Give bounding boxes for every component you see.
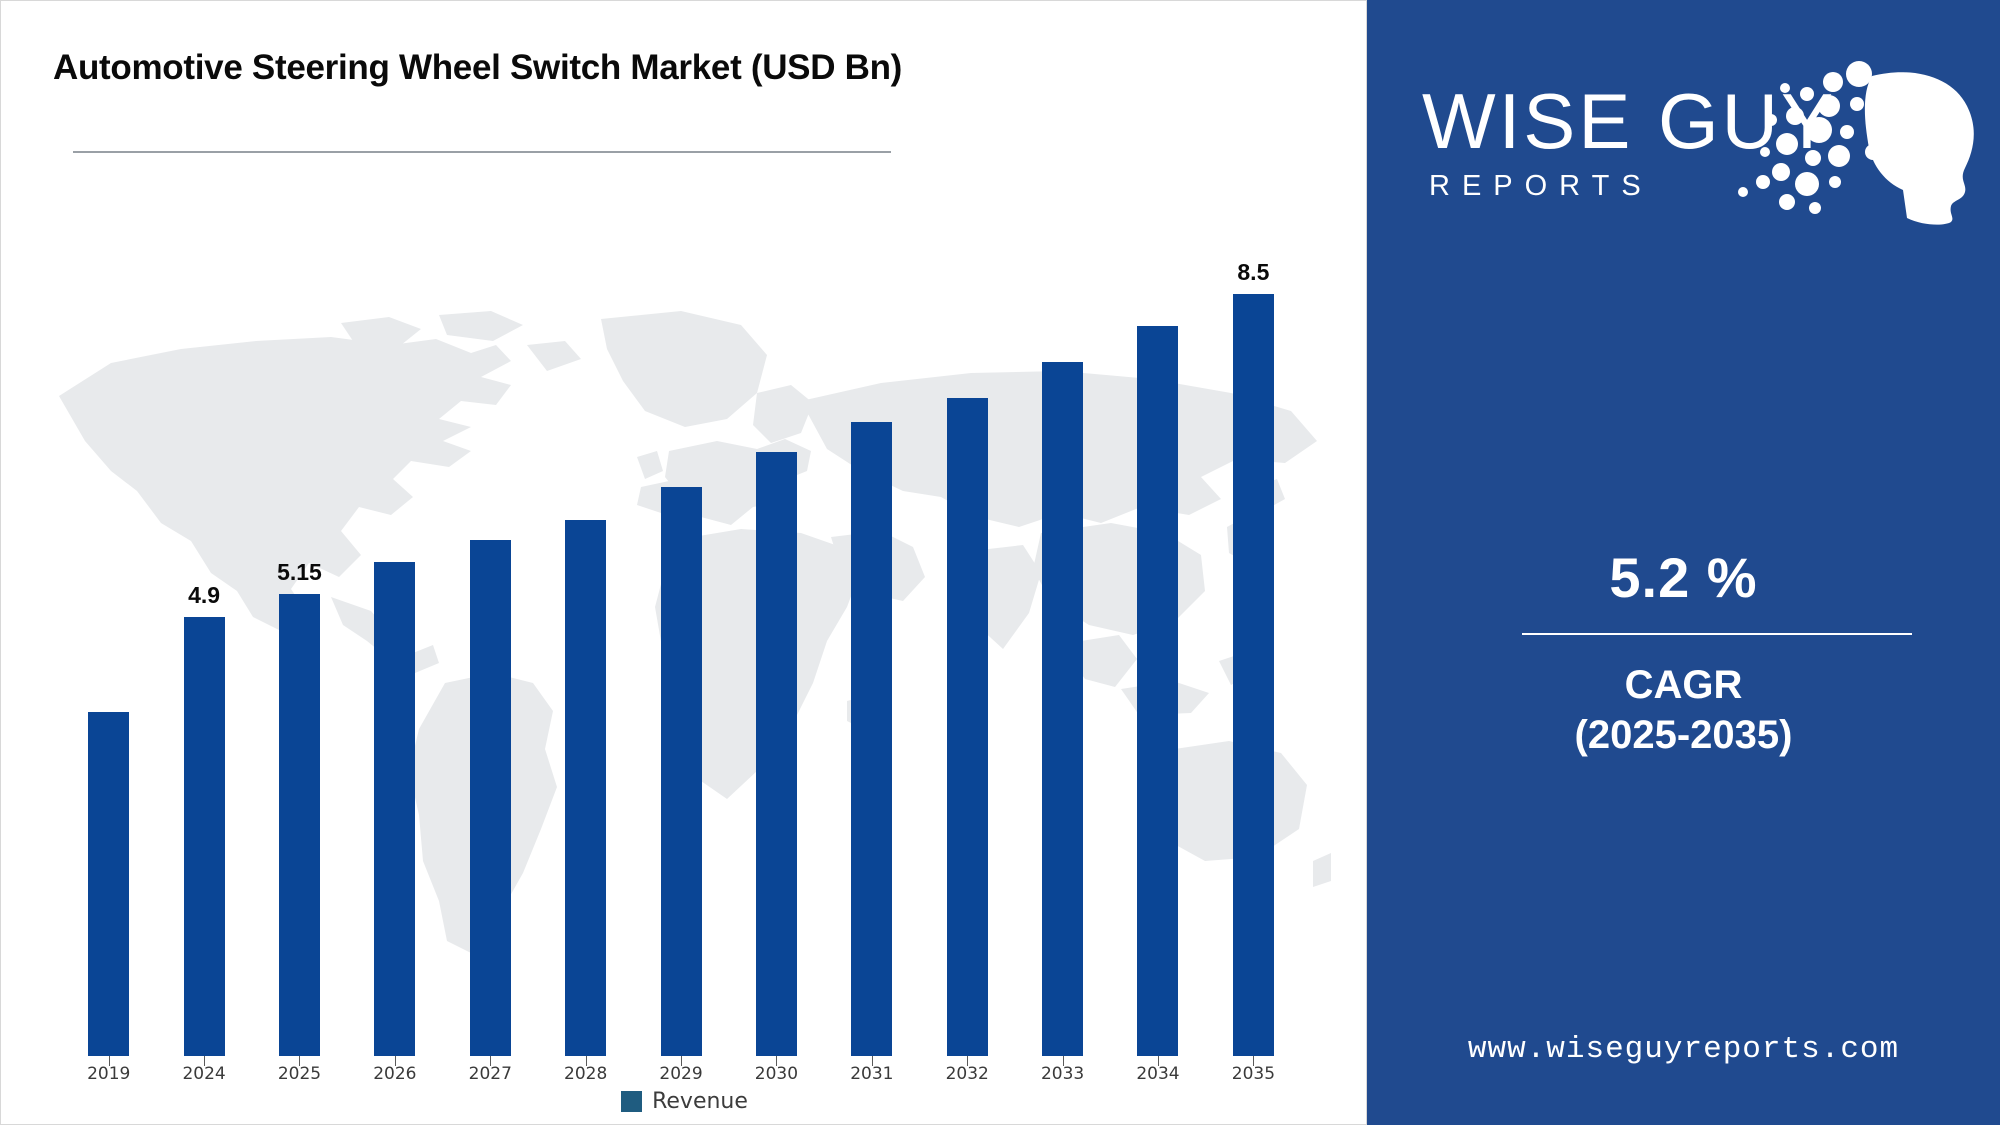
cagr-label-line2: (2025-2035) — [1574, 713, 1793, 757]
axis-tick — [871, 1056, 873, 1066]
bar-group — [824, 231, 919, 1066]
bar[interactable] — [278, 594, 320, 1056]
bar-group — [729, 231, 824, 1066]
bar[interactable] — [1137, 326, 1179, 1056]
axis-tick — [108, 1056, 110, 1066]
bar[interactable] — [565, 520, 607, 1056]
cagr-label-line1: CAGR — [1624, 663, 1743, 707]
chart-legend: Revenue — [1, 1089, 1366, 1114]
bar[interactable] — [1042, 362, 1084, 1056]
x-axis-tick-label: 2035 — [1231, 1064, 1276, 1084]
bar-group — [1110, 231, 1205, 1066]
cagr-value: 5.2 % — [1609, 546, 1758, 609]
cagr-divider — [1522, 633, 1912, 635]
bar[interactable] — [374, 562, 416, 1056]
x-axis-tick-label: 2028 — [564, 1064, 608, 1084]
legend-swatch-revenue — [621, 1091, 643, 1112]
bar-group — [347, 231, 442, 1066]
bar-series: 4.9 5.15 8.5 — [61, 231, 1321, 1066]
website-url[interactable]: www.wiseguyreports.com — [1467, 1032, 1900, 1067]
bar-group — [633, 231, 728, 1066]
bar-group — [61, 231, 156, 1066]
axis-tick — [585, 1056, 587, 1066]
bar-group: 8.5 — [1206, 231, 1301, 1066]
bar[interactable] — [755, 452, 797, 1056]
bar[interactable] — [469, 540, 511, 1056]
brand-panel: WISE GUY REPORTS — [1367, 0, 2000, 1125]
x-axis-tick-label: 2025 — [277, 1064, 322, 1084]
axis-tick — [1062, 1056, 1064, 1066]
bar[interactable] — [88, 712, 130, 1056]
axis-tick — [394, 1056, 396, 1066]
axis-tick — [1157, 1056, 1159, 1066]
bar-value-label: 5.15 — [277, 559, 322, 585]
x-axis-tick-label: 2029 — [659, 1064, 703, 1084]
svg-text:REPORTS: REPORTS — [1429, 170, 1653, 202]
wiseguyreports-logo[interactable]: WISE GUY REPORTS — [1367, 60, 2000, 230]
x-axis-tick-label: 2026 — [373, 1064, 417, 1084]
bar[interactable] — [851, 422, 893, 1056]
chart-panel: Automotive Steering Wheel Switch Market … — [0, 0, 1367, 1125]
bar-group — [920, 231, 1015, 1066]
x-axis-tick-label: 2033 — [1040, 1064, 1085, 1084]
bar-value-label: 8.5 — [1237, 259, 1270, 285]
x-axis-tick-label: 2030 — [754, 1064, 799, 1084]
axis-tick — [299, 1056, 301, 1066]
axis-tick — [967, 1056, 969, 1066]
bar-group — [538, 231, 633, 1066]
bar-value-label: 4.9 — [188, 582, 221, 608]
x-axis-tick-label: 2024 — [182, 1064, 226, 1084]
bar[interactable] — [1232, 294, 1274, 1056]
x-axis-tick-label: 2032 — [945, 1064, 989, 1084]
legend-label-revenue: Revenue — [652, 1089, 748, 1114]
x-axis-labels: 2019 2024 2025 2026 2027 2028 2029 2030 2031 2032… — [61, 1064, 1321, 1084]
x-axis-tick-label: 2034 — [1136, 1064, 1180, 1084]
bar-group — [1015, 231, 1110, 1066]
bar[interactable] — [183, 617, 225, 1056]
page-title: Automotive Steering Wheel Switch Market … — [53, 48, 903, 87]
title-divider — [73, 151, 891, 153]
axis-tick — [204, 1056, 206, 1066]
axis-tick — [1253, 1056, 1255, 1066]
plot-area: 4.9 5.15 8.5 — [61, 231, 1321, 1066]
axis-tick — [776, 1056, 778, 1066]
bar-group — [443, 231, 538, 1066]
bar[interactable] — [660, 487, 702, 1056]
axis-tick — [681, 1056, 683, 1066]
axis-tick — [490, 1056, 492, 1066]
x-axis-tick-label: 2031 — [850, 1064, 894, 1084]
cagr-label: CAGR (2025-2035) — [1367, 660, 2000, 760]
x-axis-tick-label: 2019 — [87, 1064, 131, 1084]
bar-group: 4.9 — [156, 231, 251, 1066]
bar-group: 5.15 — [252, 231, 347, 1066]
x-axis-tick-label: 2027 — [468, 1064, 512, 1084]
bar[interactable] — [946, 398, 988, 1056]
